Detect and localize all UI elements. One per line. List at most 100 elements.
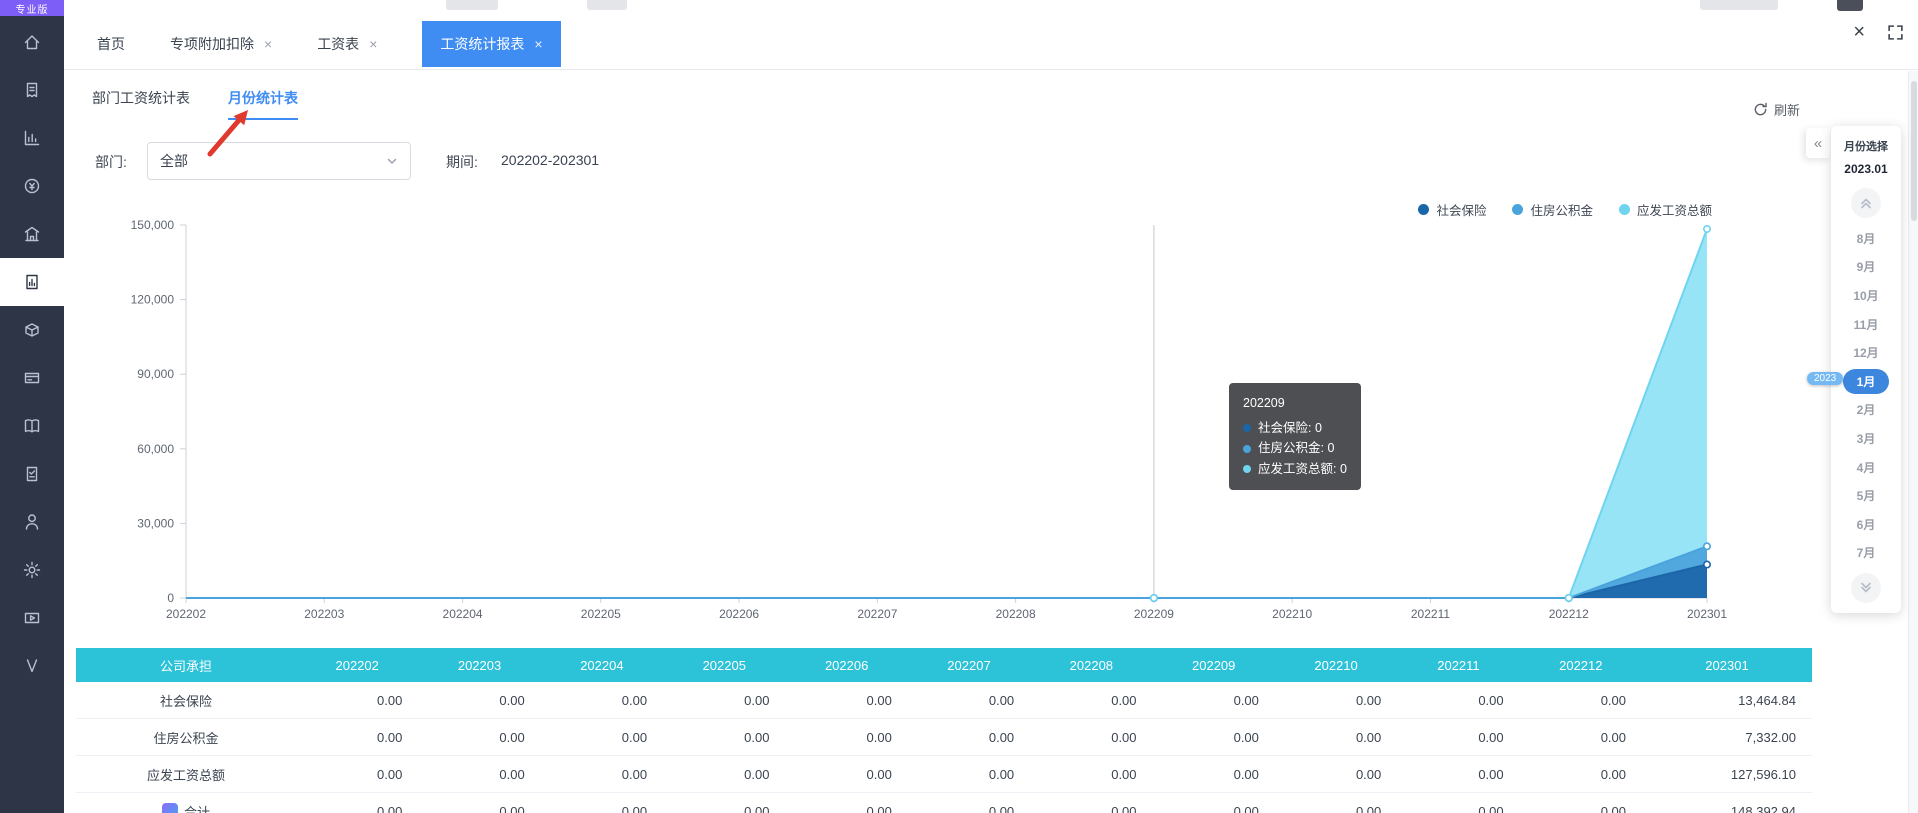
fullscreen-icon[interactable] xyxy=(1887,24,1904,41)
header-remnant xyxy=(1837,0,1863,11)
legend-item-住房公积金[interactable]: 住房公积金 xyxy=(1512,200,1593,219)
sidebar-item-brand-v[interactable] xyxy=(0,642,64,690)
sidebar-item-workflow[interactable] xyxy=(0,594,64,642)
edition-badge: 专业版 xyxy=(0,0,64,16)
table-cell: 0.00 xyxy=(1600,803,1626,813)
table-cell: 0.00 xyxy=(1111,803,1137,813)
tab-工资统计报表[interactable]: 工资统计报表 × xyxy=(422,21,561,67)
table-cell: 0.00 xyxy=(1233,803,1259,813)
table-header-cell: 202212 xyxy=(1559,657,1603,673)
refresh-button[interactable]: 刷新 xyxy=(1753,100,1800,119)
sidebar-item-analytics[interactable] xyxy=(0,114,64,162)
sidebar-item-assets[interactable] xyxy=(0,354,64,402)
month-item-1月[interactable]: 1月 2023 xyxy=(1807,367,1901,396)
scrollbar[interactable] xyxy=(1908,71,1918,813)
row-label-cell: 社会保险 xyxy=(76,691,296,710)
svg-text:150,000: 150,000 xyxy=(131,218,175,232)
period-label: 期间: xyxy=(446,154,478,170)
month-item-3月[interactable]: 3月 xyxy=(1831,424,1901,453)
tax-icon xyxy=(24,226,40,242)
sidebar-item-home[interactable] xyxy=(0,18,64,66)
contacts-icon xyxy=(25,514,39,530)
sidebar-item-billing[interactable] xyxy=(0,66,64,114)
table-header-cell: 公司承担 xyxy=(159,658,212,674)
table-cell: 0.00 xyxy=(866,766,892,782)
month-label: 2月 xyxy=(1856,403,1876,418)
department-label: 部门: xyxy=(95,154,127,170)
tab-专项附加扣除[interactable]: 专项附加扣除 × xyxy=(170,21,272,67)
svg-text:30,000: 30,000 xyxy=(137,516,174,530)
subtab-月份统计表[interactable]: 月份统计表 xyxy=(228,88,298,120)
tab-close-icon[interactable]: × xyxy=(264,36,273,52)
table-cell: 0.00 xyxy=(1111,729,1137,745)
row-label: 社会保险 xyxy=(159,693,212,709)
table-cell: 0.00 xyxy=(988,803,1015,813)
month-item-9月[interactable]: 9月 xyxy=(1831,253,1901,282)
svg-text:202204: 202204 xyxy=(443,607,483,620)
table-header-cell: 202301 xyxy=(1705,657,1749,673)
scrollbar-thumb[interactable] xyxy=(1911,81,1917,221)
month-item-5月[interactable]: 5月 xyxy=(1831,481,1901,510)
month-label: 10月 xyxy=(1853,288,1879,303)
sidebar-item-inventory[interactable] xyxy=(0,306,64,354)
tab-close-icon[interactable]: × xyxy=(369,36,378,52)
tab-工资表[interactable]: 工资表 × xyxy=(317,21,377,67)
scroll-up-button[interactable] xyxy=(1851,188,1881,218)
svg-text:202212: 202212 xyxy=(1549,607,1589,620)
row-label: 应发工资总额 xyxy=(146,767,225,783)
sidebar-item-tax[interactable] xyxy=(0,210,64,258)
month-item-10月[interactable]: 10月 xyxy=(1831,281,1901,310)
sidebar-item-salary-report[interactable] xyxy=(0,258,64,306)
assets-icon xyxy=(24,372,40,384)
month-label: 9月 xyxy=(1856,260,1876,275)
department-select[interactable]: 全部 xyxy=(147,142,411,180)
month-item-7月[interactable]: 7月 xyxy=(1831,539,1901,568)
svg-text:202202: 202202 xyxy=(166,607,206,620)
month-item-4月[interactable]: 4月 xyxy=(1831,453,1901,482)
month-item-12月[interactable]: 12月 xyxy=(1831,338,1901,367)
table-cell: 0.00 xyxy=(621,729,648,745)
month-item-2月[interactable]: 2月 xyxy=(1831,396,1901,425)
tab-close-icon[interactable]: × xyxy=(534,36,543,52)
svg-text:202210: 202210 xyxy=(1272,607,1312,620)
analytics-icon xyxy=(24,130,40,146)
table-cell: 0.00 xyxy=(988,692,1015,708)
table-header-cell: 202211 xyxy=(1437,657,1480,673)
table-cell: 0.00 xyxy=(1355,766,1382,782)
collapse-panel-handle[interactable]: « xyxy=(1806,128,1830,158)
tab-首页[interactable]: 首页 xyxy=(97,21,125,67)
legend-item-应发工资总额[interactable]: 应发工资总额 xyxy=(1618,200,1712,219)
sidebar-item-contacts[interactable] xyxy=(0,498,64,546)
chevron-down-icon xyxy=(386,155,398,167)
settings-icon xyxy=(23,561,41,579)
table-cell: 0.00 xyxy=(377,729,403,745)
row-label: 住房公积金 xyxy=(153,730,219,746)
table-cell: 0.00 xyxy=(1355,803,1382,813)
svg-text:202209: 202209 xyxy=(1134,607,1174,620)
svg-text:202205: 202205 xyxy=(581,607,621,620)
table-cell: 0.00 xyxy=(744,803,770,813)
salary-chart[interactable]: 0 30,000 60,000 90,000 120,000 150,000 202202 2… xyxy=(76,218,1816,621)
legend-item-社会保险[interactable]: 社会保险 xyxy=(1418,200,1486,219)
table-cell: 0.00 xyxy=(377,692,403,708)
sidebar-item-funds[interactable] xyxy=(0,162,64,210)
double-chevron-up-icon xyxy=(1861,198,1871,209)
month-item-11月[interactable]: 11月 xyxy=(1831,310,1901,339)
table-header-row: 公司承担 202202 202203 202204 202205 202206 202207… xyxy=(76,648,1812,682)
table-cell: 0.00 xyxy=(1233,692,1259,708)
sidebar-item-settings[interactable] xyxy=(0,546,64,594)
table-header-cell: 202205 xyxy=(702,657,746,673)
table-row: 住房公积金 0.00 0.00 0.00 0.00 0.00 0.00 0.00 0.00 0.0… xyxy=(76,719,1812,756)
sidebar-item-checkout[interactable] xyxy=(0,450,64,498)
total-row-icon xyxy=(161,803,178,813)
subtab-部门工资统计表[interactable]: 部门工资统计表 xyxy=(92,90,190,106)
table-cell: 0.00 xyxy=(377,803,403,813)
table-header-cell: 202206 xyxy=(824,657,869,673)
month-item-8月[interactable]: 8月 xyxy=(1831,224,1901,253)
scroll-down-button[interactable] xyxy=(1851,573,1881,604)
month-list: 8月 9月 10月 11月 12月 1月 2023 2月 3月 4月 5月 6月 7月 xyxy=(1807,224,1901,568)
close-tabs-icon[interactable]: × xyxy=(1853,21,1865,43)
month-item-6月[interactable]: 6月 xyxy=(1831,510,1901,539)
sidebar-item-ledger[interactable] xyxy=(0,402,64,450)
table-cell: 0.00 xyxy=(866,803,892,813)
